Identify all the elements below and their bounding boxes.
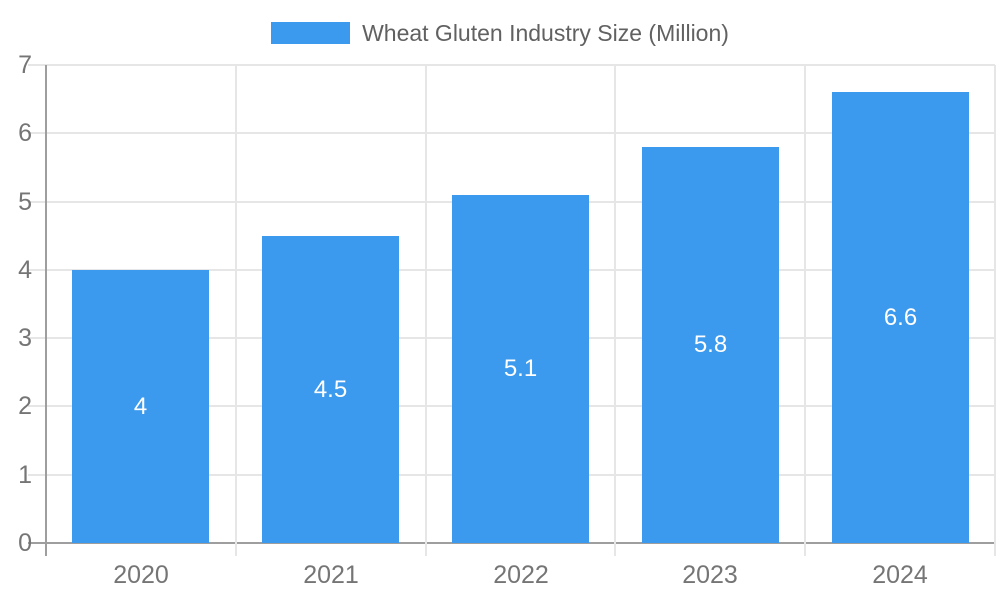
y-tick-label: 7 [18,51,32,79]
bar-2023[interactable]: 5.8 [642,147,779,543]
y-tick-label: 4 [18,256,32,284]
x-tick-label-2021: 2021 [303,561,359,589]
bar-value-label: 6.6 [883,303,918,331]
bar-value-label: 5.1 [503,355,538,382]
legend-label: Wheat Gluten Industry Size (Million) [362,19,729,46]
y-tick-label: 3 [18,324,32,352]
x-tick-label-2020: 2020 [113,561,169,589]
bar-2021[interactable]: 4.5 [262,236,399,543]
x-gridline [425,65,427,556]
x-gridline [994,65,996,556]
x-gridline [804,65,806,556]
bar-value-label: 5.8 [693,331,728,358]
y-tick-label: 1 [18,461,32,489]
x-gridline [614,65,616,556]
bar-2020[interactable]: 4 [72,270,209,543]
bar-2022[interactable]: 5.1 [452,195,589,543]
legend-swatch [271,22,351,44]
bar-value-label: 4 [133,392,148,420]
bar-value-label: 4.5 [313,375,348,403]
y-axis-line [45,65,47,556]
x-tick-label-2024: 2024 [872,561,928,589]
x-gridline [235,65,237,556]
y-tick-label: 2 [18,392,32,420]
y-tick-label: 0 [18,529,32,557]
y-tick-label: 6 [18,119,32,147]
x-tick-label-2023: 2023 [682,561,738,589]
y-tick-label: 5 [18,188,32,216]
y-gridline [28,64,995,66]
x-tick-label-2022: 2022 [493,561,549,589]
legend: Wheat Gluten Industry Size (Million) [0,17,1000,49]
bar-2024[interactable]: 6.6 [832,92,969,543]
